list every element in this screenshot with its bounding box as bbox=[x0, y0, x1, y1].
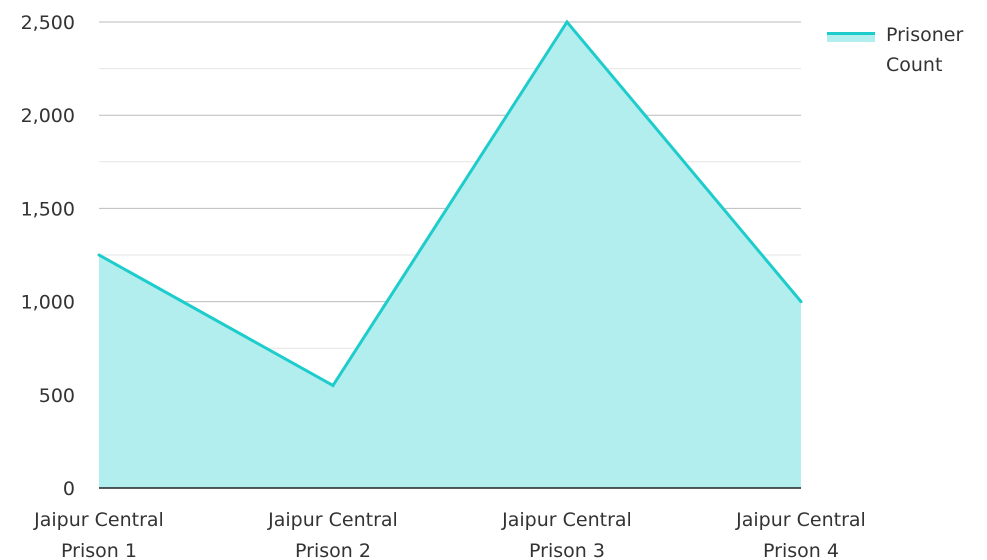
y-tick-label: 500 bbox=[39, 385, 75, 407]
y-tick-label: 2,500 bbox=[21, 12, 75, 34]
y-tick-label: 2,000 bbox=[21, 105, 75, 127]
y-axis-ticks: 0 500 1,000 1,500 2,000 2,500 bbox=[21, 12, 75, 500]
y-tick-label: 1,500 bbox=[21, 198, 75, 220]
series-area bbox=[99, 22, 801, 488]
legend: Prisoner Count bbox=[827, 24, 963, 76]
x-tick-label: Jaipur Central Prison 1 bbox=[33, 509, 164, 560]
data-point bbox=[799, 300, 803, 304]
x-tick-label: Jaipur Central Prison 3 bbox=[501, 509, 632, 560]
x-tick-label: Jaipur Central Prison 4 bbox=[735, 509, 866, 560]
data-point bbox=[331, 383, 335, 387]
y-tick-label: 1,000 bbox=[21, 292, 75, 314]
data-point bbox=[97, 253, 101, 257]
x-tick-label: Jaipur Central Prison 2 bbox=[267, 509, 398, 560]
data-point bbox=[565, 20, 569, 24]
series-area-layer bbox=[97, 19, 803, 488]
y-tick-label: 0 bbox=[63, 478, 75, 500]
legend-label: Prisoner Count bbox=[886, 24, 963, 76]
x-axis-ticks: Jaipur Central Prison 1 Jaipur Central Pris… bbox=[33, 509, 866, 560]
series-line bbox=[98, 19, 803, 388]
legend-swatch-fill bbox=[827, 32, 875, 42]
